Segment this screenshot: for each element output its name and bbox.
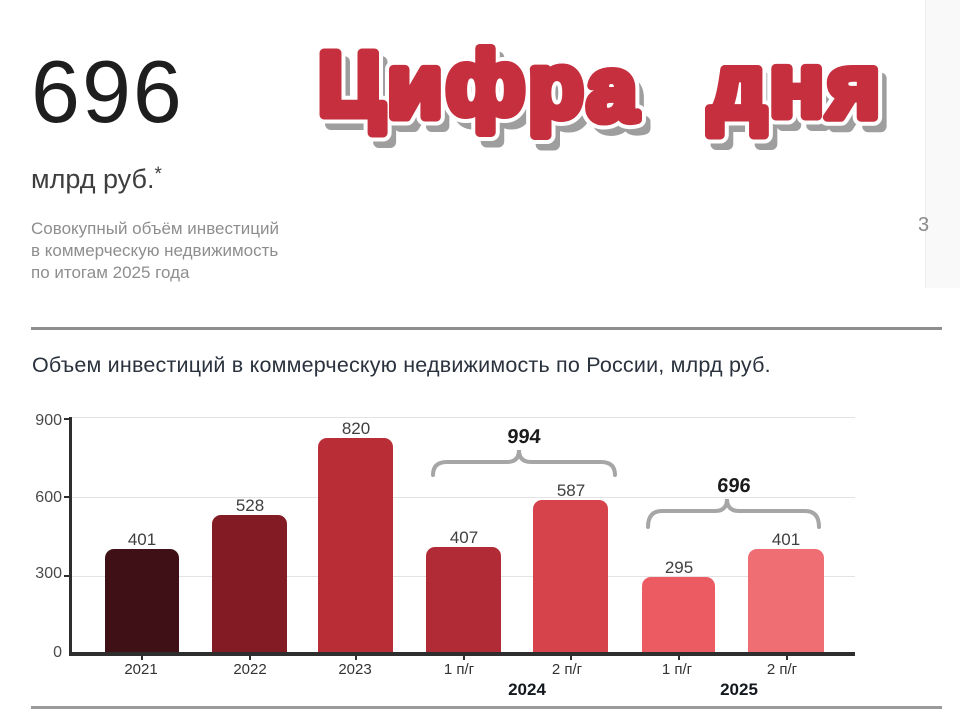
svg-text:Цифра дня: Цифра дня [318, 34, 883, 140]
svg-text:Цифра дня: Цифра дня [318, 34, 883, 140]
svg-text:Цифра дня: Цифра дня [325, 43, 890, 149]
